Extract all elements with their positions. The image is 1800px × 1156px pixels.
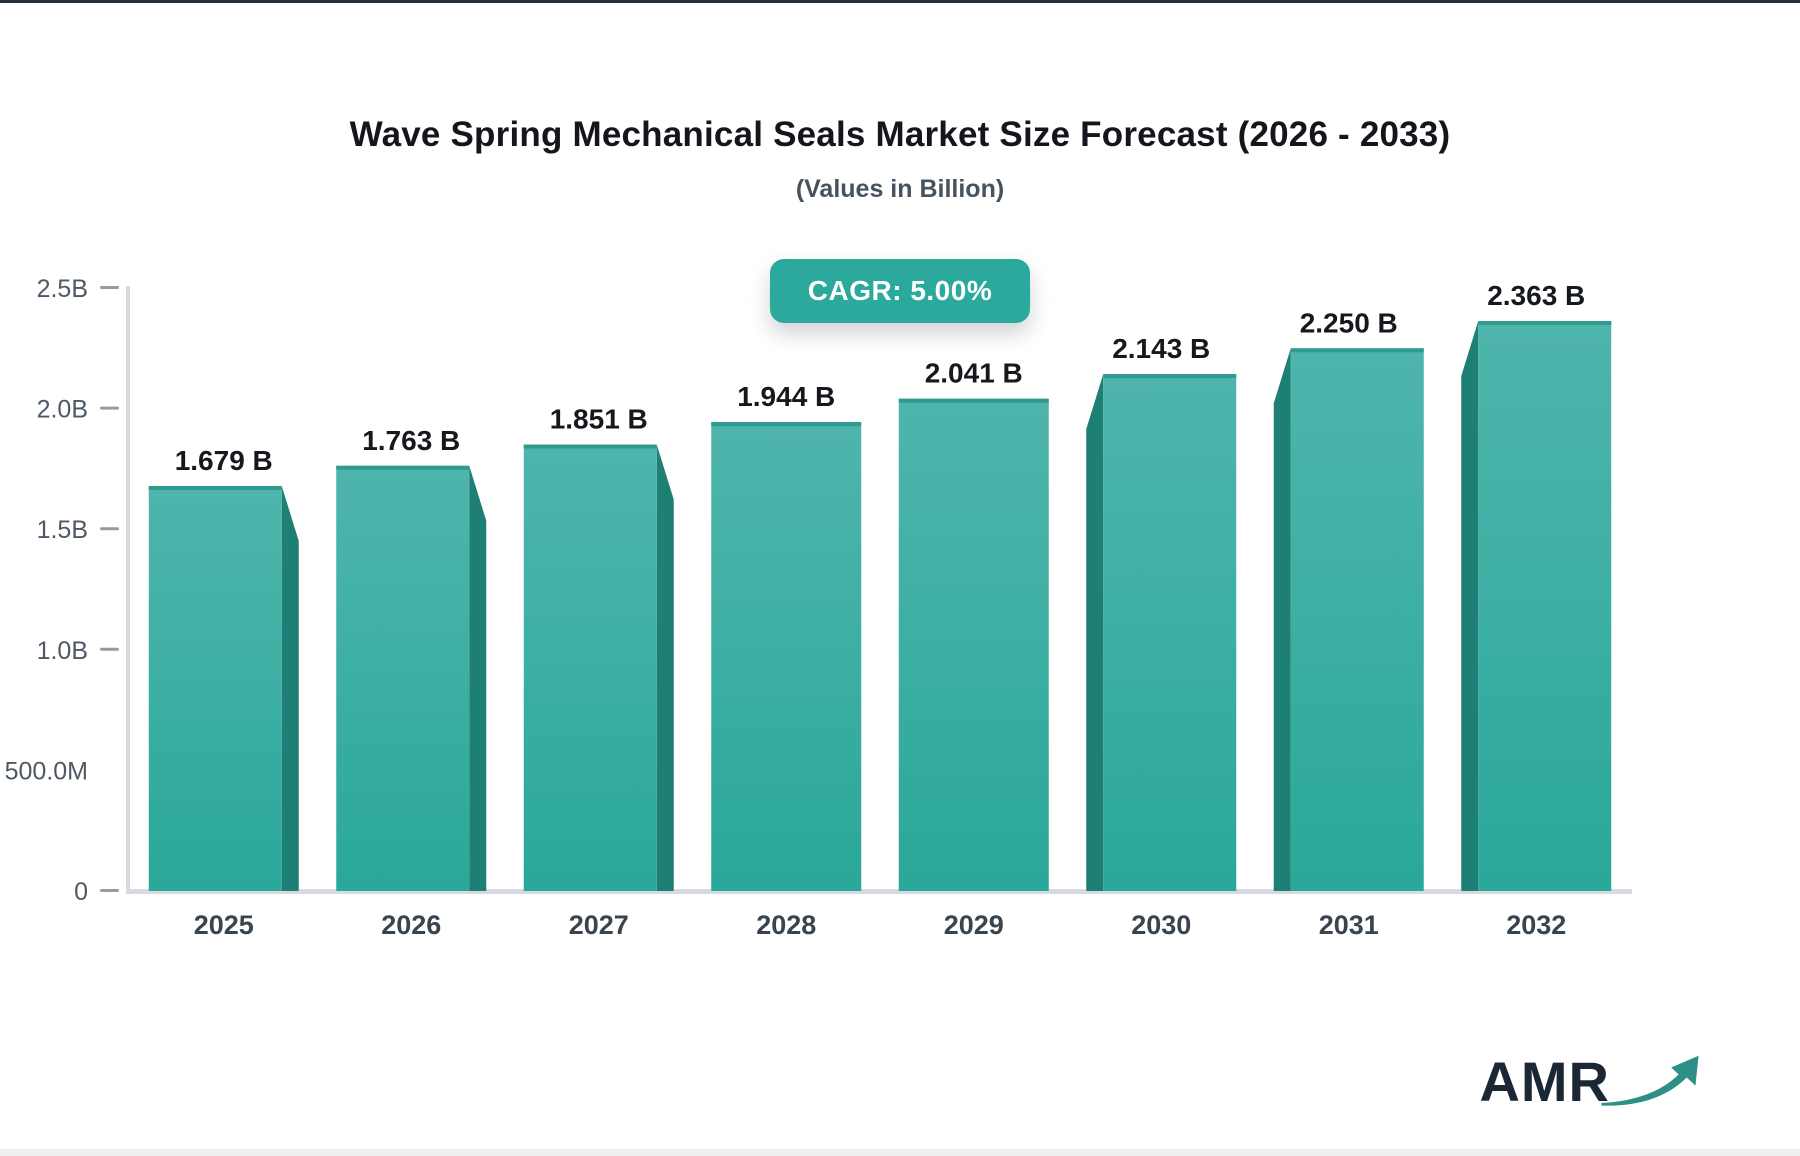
y-tick-dash-0 xyxy=(100,889,119,892)
bar-face-2031 xyxy=(1290,348,1424,891)
bar-side-2026 xyxy=(469,465,487,891)
cagr-badge: CAGR: 5.00% xyxy=(769,259,1031,323)
bar-value-label-2030: 2.143 B xyxy=(1112,333,1210,364)
bar-top-rim-2028 xyxy=(711,422,862,427)
chart-subtitle: (Values in Billion) xyxy=(795,175,1005,203)
y-tick-dash-1.0B xyxy=(100,647,119,651)
y-axis-tick-1.0B: 1.0B xyxy=(37,637,88,665)
bar-face-2025 xyxy=(148,486,282,891)
bar-value-label-2032: 2.363 B xyxy=(1487,280,1585,311)
y-tick-dash-1.5B xyxy=(100,527,119,531)
bar-face-2032 xyxy=(1478,321,1612,891)
y-tick-dash-2.0B xyxy=(100,406,119,410)
bar-face-2030 xyxy=(1103,374,1237,891)
bar-side-2032 xyxy=(1461,321,1479,891)
bar-value-label-2028: 1.944 B xyxy=(737,381,835,412)
bar-value-label-2029: 2.041 B xyxy=(925,358,1023,389)
bar-side-2027 xyxy=(656,444,674,891)
x-axis-label-2029: 2029 xyxy=(944,910,1004,940)
bar-face-2028 xyxy=(711,422,862,891)
x-axis-label-2032: 2032 xyxy=(1506,910,1566,940)
bar-top-rim-2026 xyxy=(336,465,470,470)
bar-value-label-2031: 2.250 B xyxy=(1300,307,1398,338)
cagr-badge-wrap: CAGR: 5.00% xyxy=(0,259,1800,323)
bar-top-rim-2032 xyxy=(1478,321,1612,326)
chart-title: Wave Spring Mechanical Seals Market Size… xyxy=(349,115,1451,154)
bar-top-rim-2029 xyxy=(898,398,1049,403)
bar-top-rim-2030 xyxy=(1103,374,1237,379)
amr-logo: AMR xyxy=(1479,1042,1700,1110)
bar-face-2027 xyxy=(523,444,657,891)
y-axis-tick-1.5B: 1.5B xyxy=(37,516,88,544)
bar-value-label-2026: 1.763 B xyxy=(362,425,460,456)
bar-face-2026 xyxy=(336,465,470,891)
market-forecast-bar-chart: 0 500.0M 1.0B 1.5B 2.0B 2.5B 1.679 B 2025 1.763 … xyxy=(5,275,1632,940)
bar-top-rim-2031 xyxy=(1290,348,1424,353)
bar-value-label-2027: 1.851 B xyxy=(550,404,648,435)
growth-arrow-icon xyxy=(1601,1055,1699,1106)
x-axis-label-2030: 2030 xyxy=(1131,910,1191,940)
y-axis-tick-500.0M: 500.0M xyxy=(5,757,88,785)
bar-top-rim-2027 xyxy=(523,444,657,449)
y-axis-tick-0: 0 xyxy=(74,878,88,906)
bar-side-2031 xyxy=(1273,348,1291,891)
x-axis-label-2025: 2025 xyxy=(194,910,254,940)
bar-face-2029 xyxy=(898,398,1049,891)
bar-side-2025 xyxy=(281,486,299,891)
x-axis-label-2026: 2026 xyxy=(381,910,441,940)
x-axis-label-2028: 2028 xyxy=(756,910,816,940)
amr-logo-text: AMR xyxy=(1479,1050,1610,1113)
page-bottom-edge xyxy=(0,1149,1800,1156)
y-tick-dash-2.5B xyxy=(100,286,119,289)
x-axis-label-2027: 2027 xyxy=(569,910,629,940)
y-axis-line xyxy=(126,286,130,891)
y-axis-tick-2.5B: 2.5B xyxy=(37,275,88,303)
x-axis-label-2031: 2031 xyxy=(1319,910,1379,940)
y-axis-tick-2.0B: 2.0B xyxy=(37,396,88,424)
bar-side-2030 xyxy=(1086,374,1104,891)
bar-top-rim-2025 xyxy=(148,486,282,491)
x-axis-line xyxy=(126,889,1632,894)
bar-value-label-2025: 1.679 B xyxy=(175,445,273,476)
